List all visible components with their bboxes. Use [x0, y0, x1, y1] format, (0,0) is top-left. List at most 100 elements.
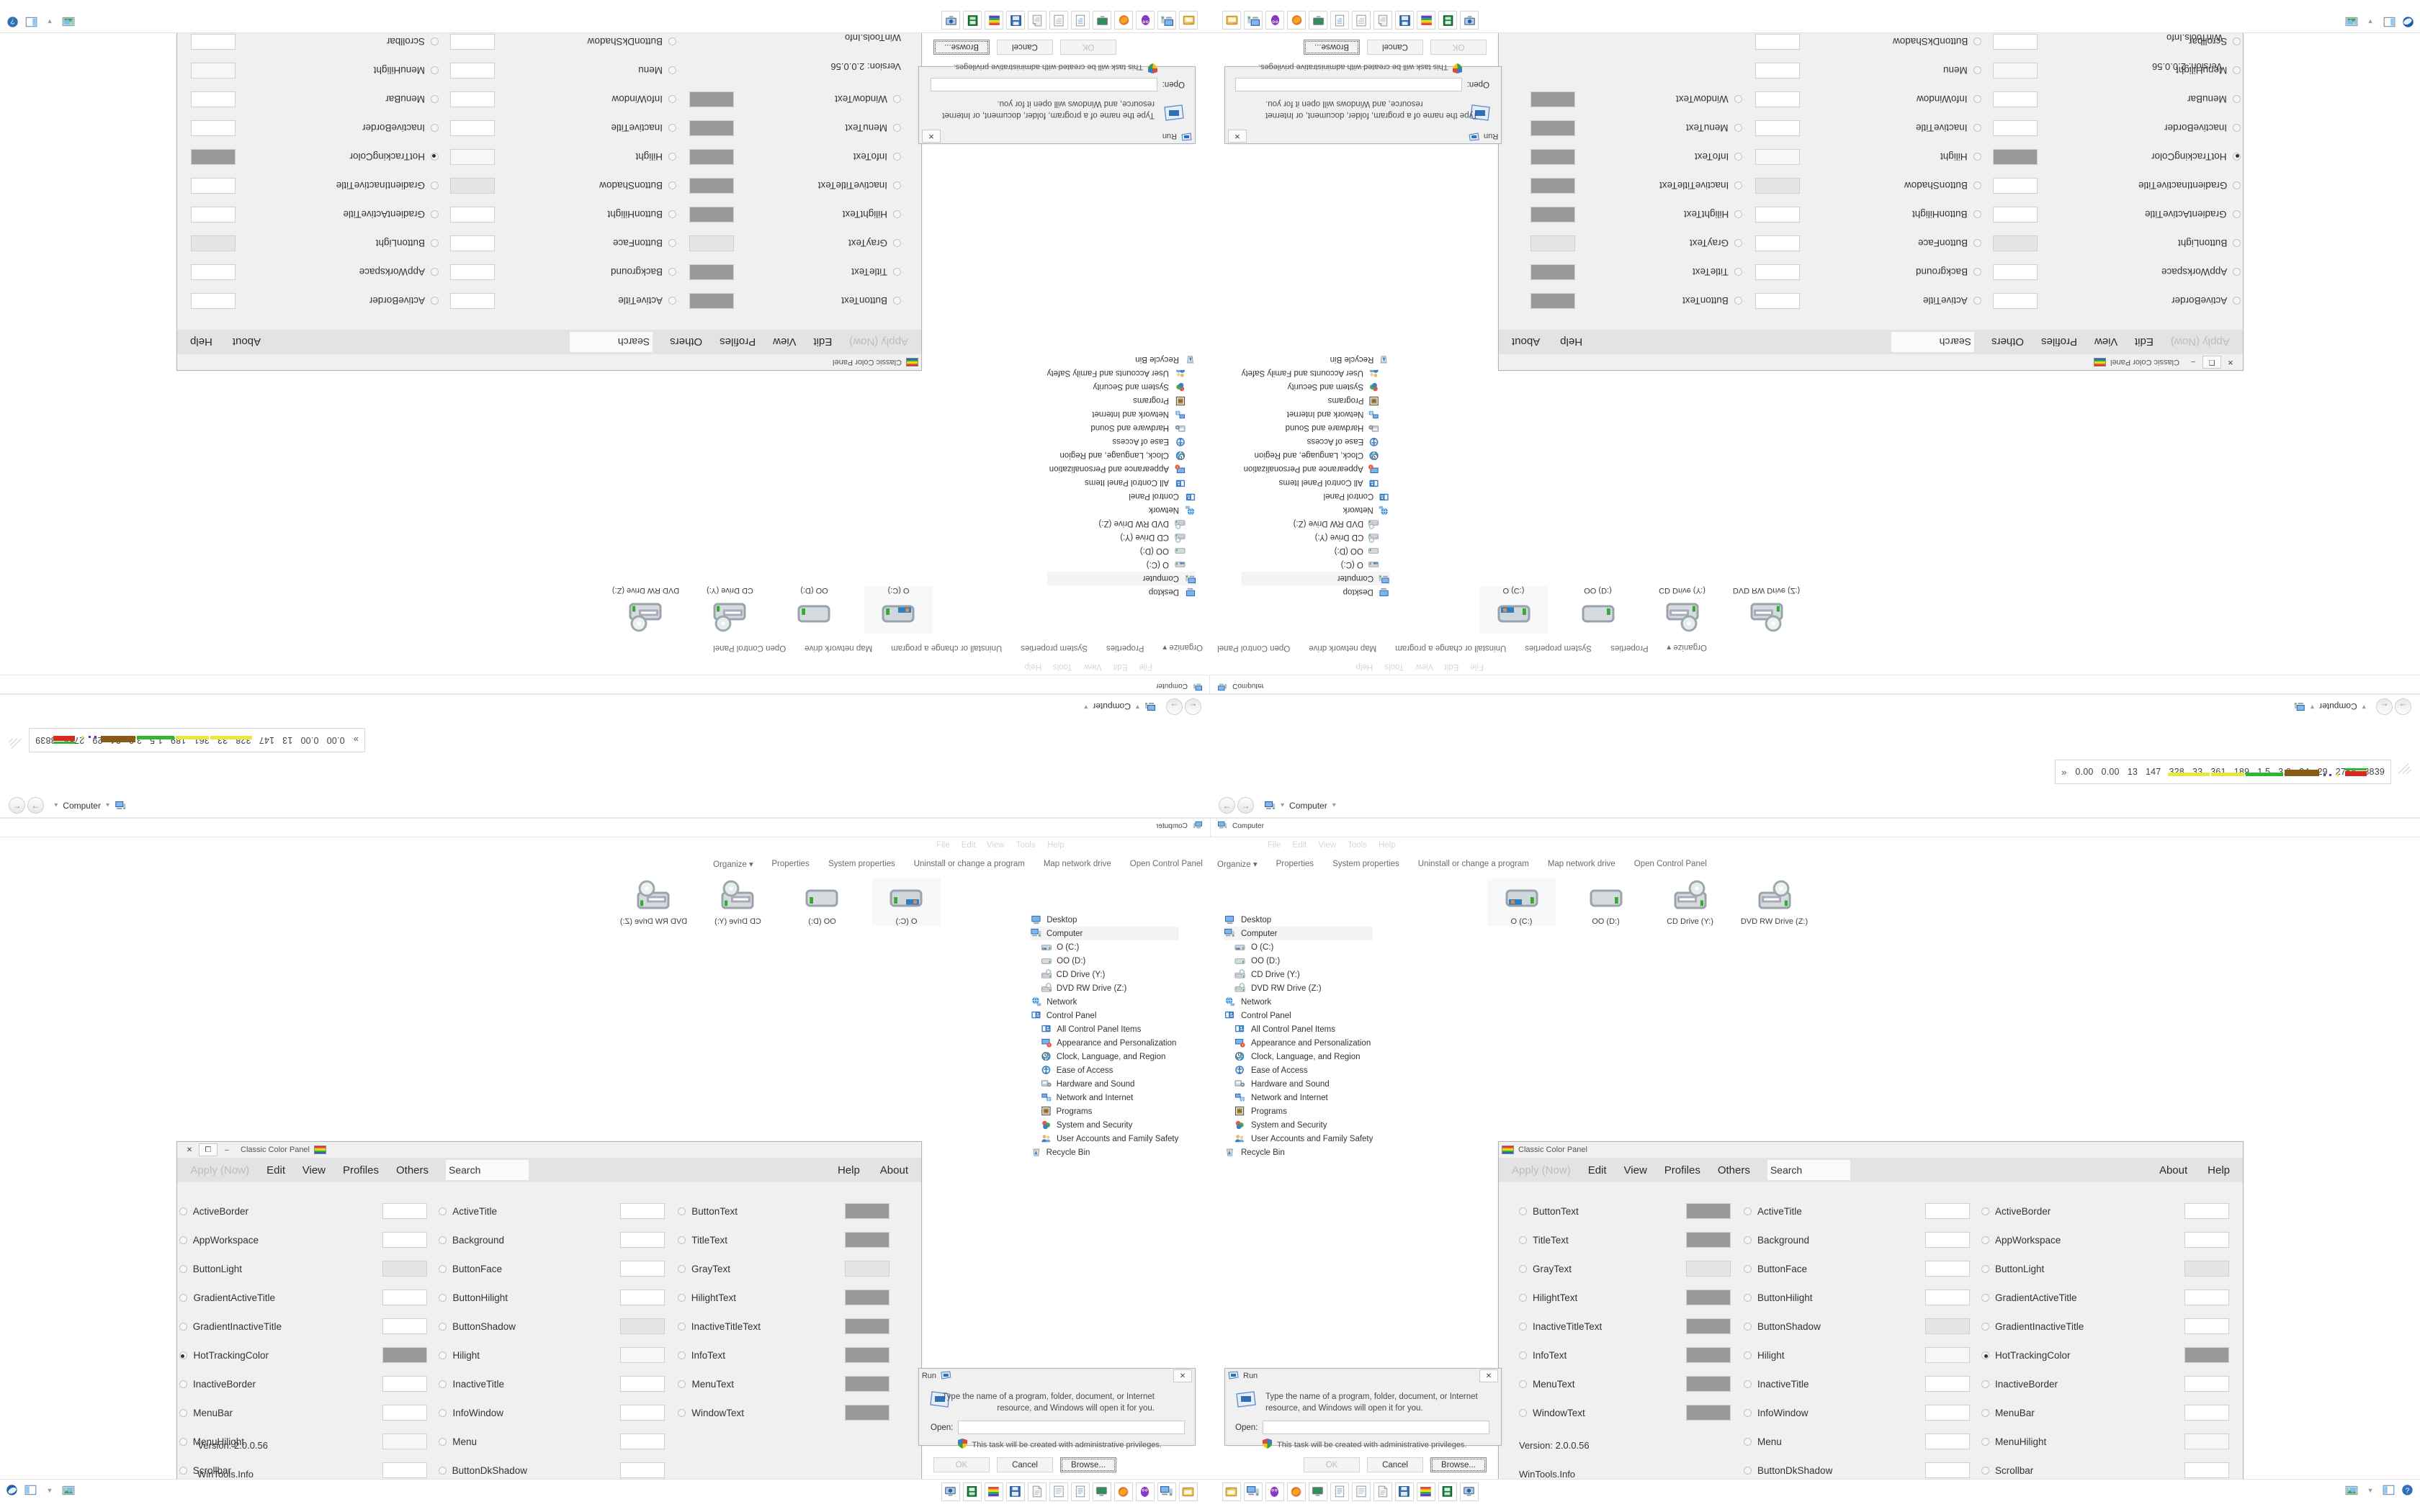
navtree-item[interactable]: Clock, Language, and Region — [1224, 1050, 1373, 1063]
notepad-icon[interactable] — [1330, 1482, 1349, 1501]
color-entry-radio[interactable] — [2233, 210, 2241, 219]
picture-icon[interactable] — [2345, 15, 2358, 28]
explorer-menu-help[interactable]: Help — [1378, 841, 1396, 850]
notepad-icon[interactable] — [1071, 11, 1090, 30]
window-titlebar[interactable]: Classic Color Panel — [1499, 1142, 2243, 1158]
drive-item[interactable]: CD Drive (Y:) — [1648, 586, 1716, 634]
color-entry-swatch[interactable] — [191, 207, 236, 222]
color-entry-radio[interactable] — [893, 181, 901, 190]
explorer-menu-view[interactable]: View — [1083, 662, 1102, 671]
color-entry-row[interactable]: InactiveBorder — [179, 1369, 439, 1398]
color-entry-radio[interactable] — [1744, 1207, 1752, 1215]
monitor-icon[interactable] — [1309, 1482, 1327, 1501]
drive-item[interactable]: OO (D:) — [780, 586, 848, 634]
navtree-item[interactable]: Ease of Access — [1242, 435, 1390, 449]
color-entry-row[interactable]: HilightText — [678, 200, 901, 229]
color-entry-row[interactable]: MenuText — [678, 1369, 901, 1398]
color-entry-row[interactable]: HotTrackingColor — [1981, 1341, 2241, 1369]
color-entry-row[interactable]: ButtonFace — [439, 229, 676, 258]
color-entry-swatch[interactable] — [2184, 1405, 2229, 1421]
document-icon[interactable] — [1028, 11, 1047, 30]
run-dialog-right[interactable]: Run ✕ Type the name of a program, folder… — [918, 39, 1196, 144]
color-entry-row[interactable]: InactiveTitleText — [1519, 1312, 1742, 1341]
color-entry-radio[interactable] — [431, 181, 439, 190]
color-entry-radio[interactable] — [439, 1322, 447, 1331]
color-entry-row[interactable]: ButtonFace — [1744, 1254, 1981, 1283]
close-button[interactable]: ✕ — [922, 130, 941, 143]
color-entry-row[interactable]: ActiveBorder — [1981, 1197, 2241, 1225]
color-entry-radio[interactable] — [2233, 153, 2241, 161]
color-entry-swatch[interactable] — [1925, 1347, 1970, 1363]
navtree-item[interactable]: Network and Internet — [1047, 408, 1196, 421]
drive-item[interactable]: DVD RW Drive (Z:) — [1740, 878, 1809, 926]
color-entry-row[interactable]: GrayText — [1519, 229, 1742, 258]
menu-help[interactable]: Help — [837, 1164, 860, 1176]
run-titlebar[interactable]: ✕ Run — [1225, 129, 1501, 143]
site-label[interactable]: WinTools.Info — [1519, 1469, 1576, 1480]
color-entry-radio[interactable] — [1973, 66, 1981, 75]
color-entry-radio[interactable] — [668, 239, 676, 248]
cancel-button[interactable]: Cancel — [997, 1457, 1053, 1473]
explorer-menu-tools[interactable]: Tools — [1016, 841, 1036, 850]
menu-about[interactable]: About — [232, 336, 261, 348]
window-titlebar[interactable]: – ❐ ✕ Classic Color Panel — [177, 1142, 921, 1158]
explorer-icon[interactable] — [1222, 1482, 1241, 1501]
color-entry-radio[interactable] — [1734, 239, 1742, 248]
rainbow-icon[interactable] — [1417, 11, 1435, 30]
color-entry-row[interactable]: GrayText — [678, 1254, 901, 1283]
navtree-item[interactable]: All Control Panel Items — [1224, 1022, 1373, 1036]
maximize-button[interactable]: ❐ — [2202, 356, 2221, 369]
explorer-toolbar-item[interactable]: Properties — [1106, 644, 1144, 652]
drive-item[interactable]: O (C:) — [864, 586, 933, 634]
monitor-icon[interactable] — [1309, 11, 1327, 30]
color-entry-row[interactable]: GradientInactiveTitle — [1981, 171, 2241, 200]
color-entry-swatch[interactable] — [1531, 178, 1575, 194]
color-entry-swatch[interactable] — [2184, 1318, 2229, 1334]
color-entry-row[interactable]: TitleText — [678, 1225, 901, 1254]
color-entry-row[interactable]: GrayText — [678, 229, 901, 258]
color-entry-radio[interactable] — [893, 153, 901, 161]
classic-color-panel-window-left[interactable]: – ❐ ✕ Classic Color Panel Apply — [1498, 0, 2244, 371]
search-input[interactable]: Search — [1767, 1160, 1850, 1180]
explorer-menu-tools[interactable]: Tools — [1053, 662, 1072, 671]
color-entry-radio[interactable] — [893, 124, 901, 132]
navtree-item[interactable]: Network and Internet — [1224, 1091, 1373, 1104]
color-entry-swatch[interactable] — [1993, 120, 2038, 136]
color-entry-swatch[interactable] — [1686, 1261, 1731, 1277]
color-entry-swatch[interactable] — [382, 1290, 427, 1305]
color-entry-swatch[interactable] — [1686, 1318, 1731, 1334]
navtree-item[interactable]: System and Security — [1224, 1118, 1373, 1132]
menu-about[interactable]: About — [1512, 336, 1541, 348]
minimize-button[interactable]: – — [2191, 358, 2195, 366]
navtree-item[interactable]: Recycle Bin — [1030, 1146, 1178, 1159]
browse-button[interactable]: Browse... — [1060, 1457, 1116, 1473]
internet-explorer-icon[interactable] — [2401, 15, 2414, 28]
forward-button[interactable]: → — [1166, 698, 1183, 715]
menu-others[interactable]: Others — [1991, 336, 2025, 348]
color-entry-row[interactable]: ActiveTitle — [1744, 287, 1981, 315]
navtree-item[interactable]: Network — [1030, 995, 1178, 1009]
color-entry-swatch[interactable] — [689, 264, 734, 280]
color-entry-swatch[interactable] — [620, 1203, 665, 1219]
color-entry-radio[interactable] — [668, 66, 676, 75]
color-entry-row[interactable]: Background — [1744, 258, 1981, 287]
color-entry-radio[interactable] — [1981, 1293, 1989, 1302]
color-entry-row[interactable]: GradientActiveTitle — [1981, 200, 2241, 229]
navtree-item[interactable]: System and Security — [1030, 1118, 1178, 1132]
color-entry-row[interactable]: ButtonText — [1519, 287, 1742, 315]
rainbow-icon[interactable] — [985, 11, 1003, 30]
color-entry-row[interactable]: ButtonHilight — [439, 1283, 676, 1312]
explorer-menu-view[interactable]: View — [987, 841, 1005, 850]
color-entry-radio[interactable] — [1973, 153, 1981, 161]
color-entry-swatch[interactable] — [191, 235, 236, 251]
color-entry-row[interactable]: ButtonLight — [1981, 229, 2241, 258]
chevron-down-icon[interactable]: ▼ — [2367, 1487, 2374, 1494]
color-entry-swatch[interactable] — [1531, 149, 1575, 165]
color-entry-radio[interactable] — [1981, 1207, 1989, 1215]
color-entry-swatch[interactable] — [1686, 1405, 1731, 1421]
color-entry-row[interactable]: ActiveBorder — [179, 287, 439, 315]
document-icon[interactable] — [1028, 1482, 1047, 1501]
navtree-item[interactable]: Clock, Language, and Region — [1242, 449, 1390, 462]
color-entry-swatch[interactable] — [191, 91, 236, 107]
drive-item[interactable]: O (C:) — [872, 878, 941, 926]
